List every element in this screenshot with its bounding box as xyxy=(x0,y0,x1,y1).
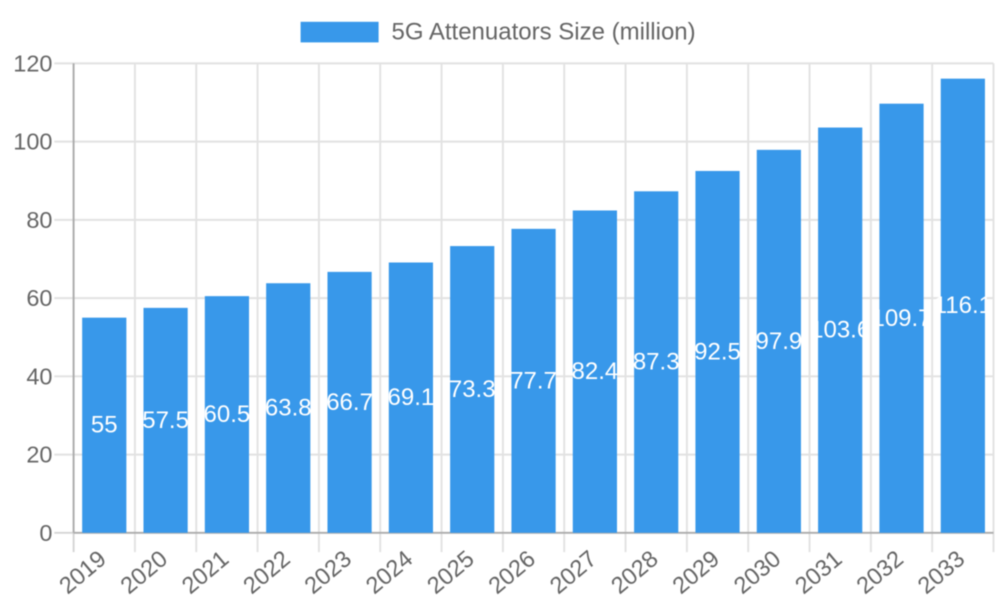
svg-text:97.9: 97.9 xyxy=(756,328,803,355)
svg-text:116.1: 116.1 xyxy=(934,292,992,319)
svg-text:69.1: 69.1 xyxy=(388,384,435,411)
svg-text:120: 120 xyxy=(13,50,52,76)
svg-text:57.5: 57.5 xyxy=(142,407,189,434)
svg-text:0: 0 xyxy=(39,520,52,546)
svg-text:60.5: 60.5 xyxy=(204,401,251,428)
svg-text:63.8: 63.8 xyxy=(265,395,312,422)
svg-text:55: 55 xyxy=(91,412,118,439)
svg-text:103.6: 103.6 xyxy=(810,317,870,344)
svg-text:5G Attenuators Size (million): 5G Attenuators Size (million) xyxy=(392,18,696,45)
svg-text:20: 20 xyxy=(26,442,52,468)
svg-text:66.7: 66.7 xyxy=(326,389,373,416)
svg-text:40: 40 xyxy=(26,363,52,389)
svg-text:80: 80 xyxy=(26,207,52,233)
svg-text:60: 60 xyxy=(26,285,52,311)
svg-text:109.7: 109.7 xyxy=(871,305,931,332)
svg-text:100: 100 xyxy=(13,129,52,155)
svg-text:77.7: 77.7 xyxy=(510,367,557,394)
svg-text:92.5: 92.5 xyxy=(694,338,741,365)
svg-text:73.3: 73.3 xyxy=(449,376,496,403)
svg-text:87.3: 87.3 xyxy=(633,349,680,376)
svg-text:82.4: 82.4 xyxy=(572,358,619,385)
